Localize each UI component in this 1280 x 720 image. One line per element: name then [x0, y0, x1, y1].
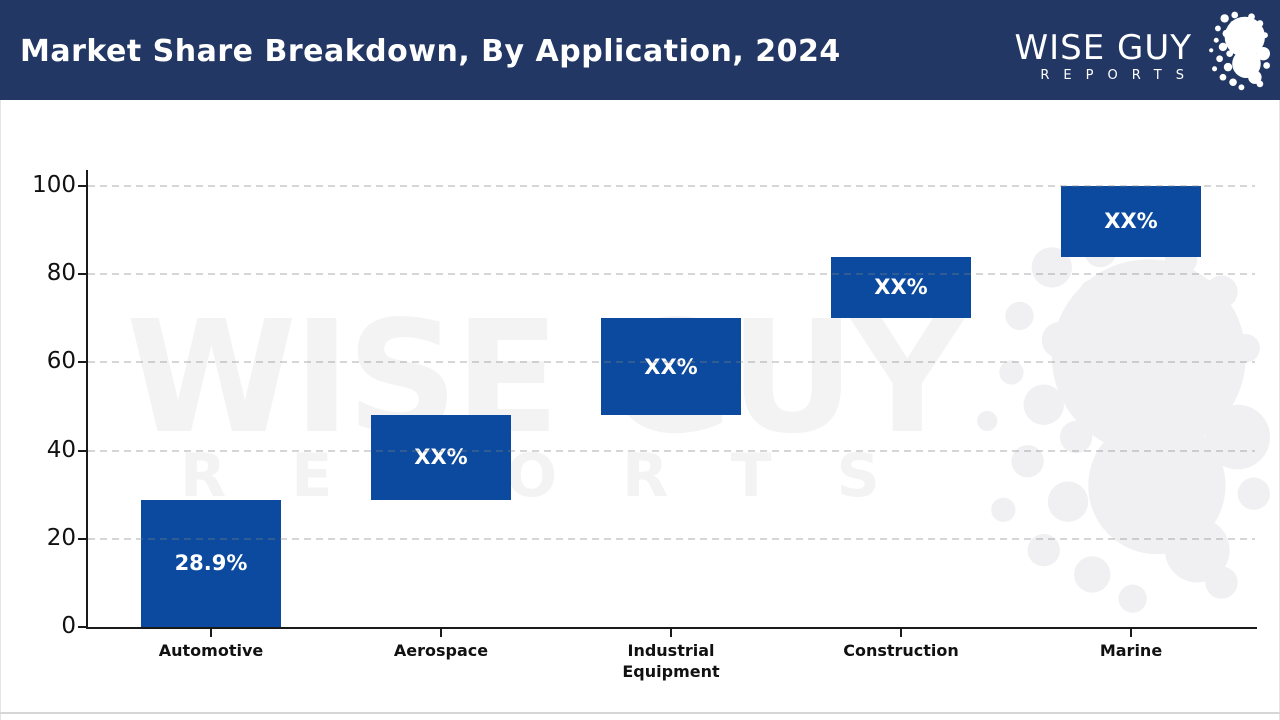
x-category-label-industrial-equipment: Industrial Equipment	[622, 641, 720, 681]
bar-automotive: 28.9%	[141, 499, 281, 627]
logo-wordmark: WISE GUY	[1014, 28, 1192, 68]
y-tick-label-80: 80	[46, 260, 76, 287]
y-tick-mark-20	[78, 537, 87, 540]
x-category-label-construction: Construction	[843, 641, 959, 660]
y-tick-mark-0	[78, 626, 87, 628]
x-tick-mark-marine	[1130, 629, 1132, 637]
bar-construction: XX%	[831, 256, 971, 319]
gridline-40	[88, 449, 1255, 452]
y-axis-spine	[86, 170, 88, 629]
y-tick-label-0: 0	[61, 613, 76, 639]
watermark-dotted-head	[977, 235, 1270, 613]
x-category-label-marine: Marine	[1099, 641, 1163, 660]
x-tick-mark-construction	[900, 629, 902, 637]
y-tick-mark-80	[78, 273, 87, 276]
frame-bottom-border	[0, 712, 1280, 714]
header-bar: Market Share Breakdown, By Application, …	[0, 0, 1280, 100]
frame-left-border	[0, 100, 1, 720]
x-category-label-automotive: Automotive	[158, 641, 264, 660]
gridline-80	[88, 273, 1255, 276]
bar-value-label: XX%	[1104, 209, 1158, 234]
y-tick-mark-60	[78, 361, 87, 364]
bar-value-label: 28.9%	[174, 551, 248, 576]
y-tick-mark-40	[78, 449, 87, 452]
plot-area: 28.9% XX% XX% XX% XX%	[88, 185, 1255, 627]
watermark-wordmark: WISE GUY	[126, 287, 963, 468]
x-axis-spine	[86, 627, 1257, 629]
page-title: Market Share Breakdown, By Application, …	[20, 34, 841, 69]
bar-value-label: XX%	[874, 275, 928, 300]
bar-marine: XX%	[1061, 186, 1201, 257]
watermark-subtitle: REPORTS	[180, 441, 945, 511]
bar-value-label: XX%	[414, 445, 468, 470]
x-category-label-aerospace: Aerospace	[393, 641, 489, 660]
bar-industrial-equipment: XX%	[601, 318, 741, 416]
y-tick-mark-100	[78, 185, 87, 187]
bar-aerospace: XX%	[371, 415, 511, 500]
x-tick-mark-industrial-equipment	[670, 629, 672, 637]
y-tick-label-20: 20	[46, 524, 76, 551]
y-tick-label-40: 40	[46, 436, 76, 463]
bar-value-label: XX%	[644, 354, 698, 379]
wiseguy-logo: WISE GUY REPORTS	[1010, 6, 1270, 96]
y-tick-label-60: 60	[46, 348, 76, 375]
x-tick-mark-aerospace	[440, 629, 442, 637]
dotted-head-icon	[1209, 11, 1270, 91]
y-tick-label-100: 100	[32, 172, 76, 198]
x-tick-mark-automotive	[210, 629, 212, 637]
logo-subtitle: REPORTS	[1040, 68, 1198, 83]
